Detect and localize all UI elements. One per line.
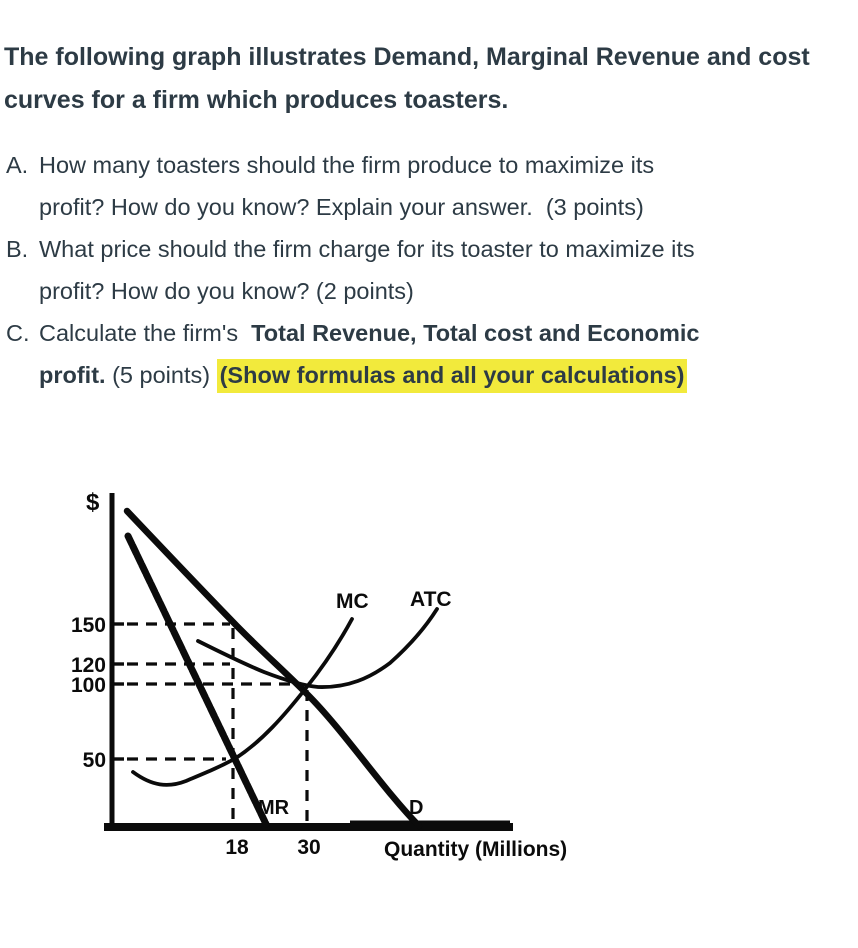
question-item: B. What price should the firm charge for … (6, 228, 858, 312)
demand-curve (123, 507, 423, 830)
y-tick-label-150: 150 (71, 614, 106, 637)
question-text: profit. (39, 362, 106, 388)
y-tick-label-100: 100 (71, 674, 106, 697)
question-text: (5 points) (105, 362, 217, 388)
question-text: What price should the firm charge for it… (39, 236, 695, 262)
question-label: C. (6, 320, 30, 346)
highlighted-text: (Show formulas and all your calculations… (216, 359, 688, 393)
d-label: D (409, 797, 423, 819)
mc-label: MC (336, 590, 369, 613)
question-label: B. (6, 236, 29, 262)
x-tick-label-18: 18 (225, 836, 249, 859)
question-line: profit. (5 points) (Show formulas and al… (39, 354, 699, 396)
question-list: A. How many toasters should the firm prod… (6, 144, 858, 396)
question-line: Calculate the firm's Total Revenue, Tota… (39, 312, 699, 354)
intro-line-2: curves for a firm which produces toaster… (4, 86, 509, 114)
x-tick-label-30: 30 (297, 836, 320, 859)
y-axis-title: $ (86, 489, 100, 516)
question-line: profit? How do you know? (2 points) (39, 270, 695, 312)
question-text: Total Revenue, Total cost and Economic (251, 320, 700, 346)
intro-line-1: The following graph illustrates Demand, … (4, 43, 810, 71)
mr-curve (124, 532, 270, 828)
question-text: profit? How do you know? (2 points) (39, 278, 414, 304)
atc-curve (196, 607, 439, 689)
question-text: Calculate the firm's (39, 320, 252, 346)
y-tick-label-50: 50 (83, 749, 106, 772)
economics-graph: $ 150 120 100 50 MC ATC MR D 18 30 Quant… (60, 476, 600, 876)
question-line: How many toasters should the firm produc… (39, 144, 654, 186)
question-line: What price should the firm charge for it… (39, 228, 695, 270)
question-line: profit? How do you know? Explain your an… (39, 186, 654, 228)
x-axis-title: Quantity (Millions) (384, 838, 567, 861)
question-text: profit? How do you know? Explain your an… (39, 194, 644, 220)
intro-paragraph: The following graph illustrates Demand, … (4, 36, 858, 122)
question-item: A. How many toasters should the firm prod… (6, 144, 858, 228)
question-item: C. Calculate the firm's Total Revenue, To… (6, 312, 858, 396)
y-tick-label-120: 120 (71, 654, 106, 677)
mc-curve (131, 617, 354, 787)
atc-label: ATC (410, 588, 452, 611)
mr-label: MR (258, 797, 290, 819)
question-text: How many toasters should the firm produc… (39, 152, 655, 178)
question-label: A. (6, 152, 29, 178)
